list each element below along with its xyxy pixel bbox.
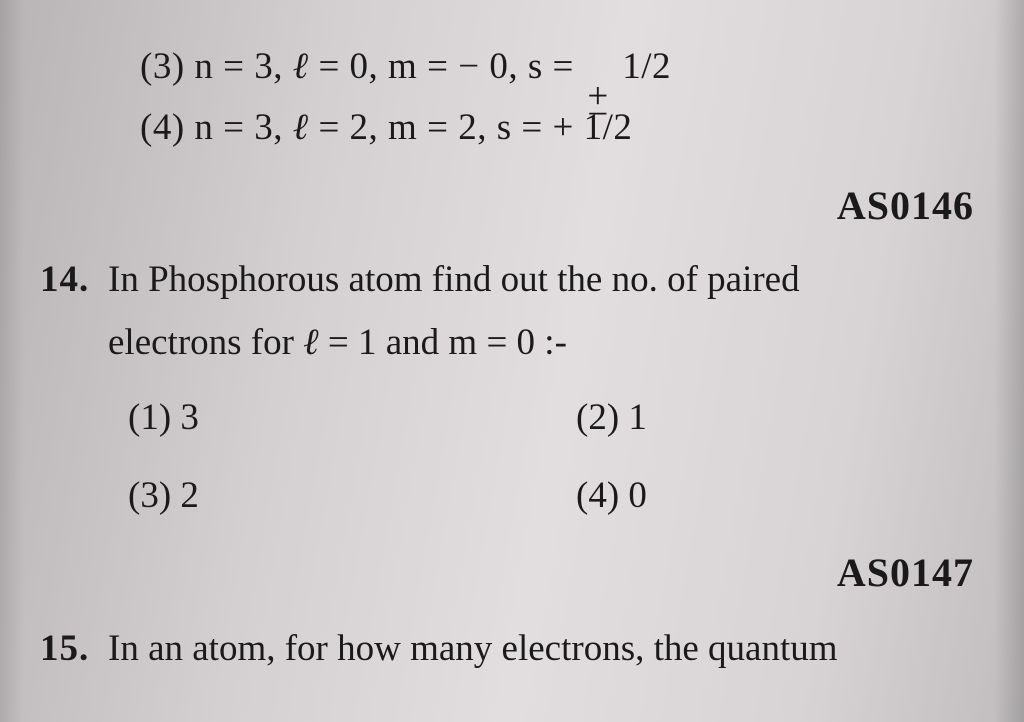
question-14: 14. In Phosphorous atom find out the no.…	[40, 251, 984, 372]
question-number-15: 15.	[40, 620, 108, 677]
ell-symbol: ℓ	[293, 46, 309, 87]
question-code-14: AS0146	[40, 175, 974, 237]
ell-symbol: ℓ	[293, 107, 309, 148]
q14-option-3: (3) 2	[128, 467, 536, 524]
q14-line1: In Phosphorous atom find out the no. of …	[108, 251, 980, 308]
prev-option-4: (4) n = 3, ℓ = 2, m = 2, s = + 1/2	[140, 99, 984, 156]
q14-line2-pre: electrons for	[108, 322, 303, 363]
ell-symbol: ℓ	[303, 322, 318, 363]
q15-line1: In an atom, for how many electrons, the …	[108, 628, 838, 669]
q14-line2: electrons for ℓ = 1 and m = 0 :-	[108, 314, 980, 371]
q14-line2-mid: = 1 and m = 0 :-	[319, 322, 567, 363]
q14-option-1: (1) 3	[128, 389, 536, 446]
prev-option-3: (3) n = 3, ℓ = 0, m = − 0, s = 1/2	[140, 38, 984, 95]
prev-opt4-open: (4) n = 3,	[140, 107, 293, 148]
q14-option-4: (4) 0	[576, 467, 984, 524]
question-code-15: AS0147	[40, 542, 974, 604]
prev-opt3-open: (3) n = 3,	[140, 46, 293, 87]
q14-options: (1) 3 (2) 1 (3) 2 (4) 0	[128, 389, 984, 524]
question-text-15: In an atom, for how many electrons, the …	[108, 620, 984, 677]
prev-opt3-tail: 1/2	[612, 46, 671, 87]
prev-opt3-mid: = 0, m = − 0, s =	[309, 46, 584, 87]
page-scan: (3) n = 3, ℓ = 0, m = − 0, s = 1/2 (4) n…	[0, 0, 1024, 677]
question-15: 15. In an atom, for how many electrons, …	[40, 620, 984, 677]
question-text-14: In Phosphorous atom find out the no. of …	[108, 251, 984, 372]
question-number-14: 14.	[40, 251, 108, 308]
q14-option-2: (2) 1	[576, 389, 984, 446]
